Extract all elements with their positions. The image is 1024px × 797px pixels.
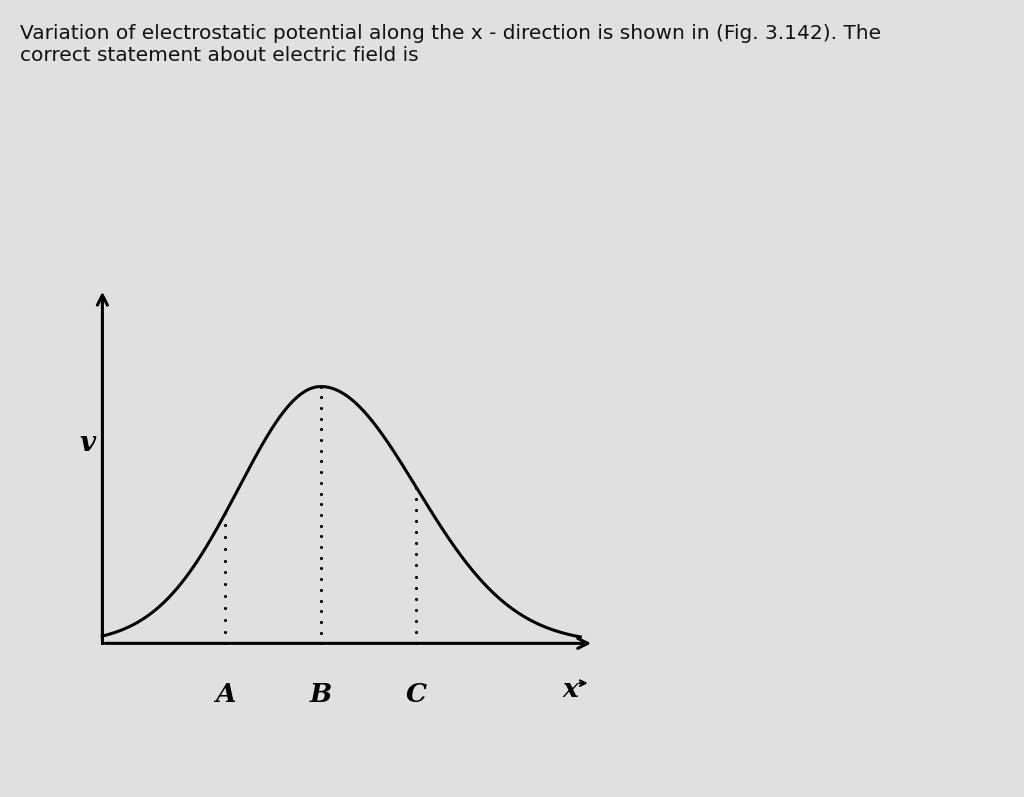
Text: B: B	[309, 682, 332, 707]
Text: x: x	[562, 677, 578, 702]
Text: v: v	[79, 430, 95, 457]
Text: A: A	[215, 682, 236, 707]
Text: Variation of electrostatic potential along the x - direction is shown in (Fig. 3: Variation of electrostatic potential alo…	[20, 24, 882, 65]
Text: C: C	[406, 682, 427, 707]
